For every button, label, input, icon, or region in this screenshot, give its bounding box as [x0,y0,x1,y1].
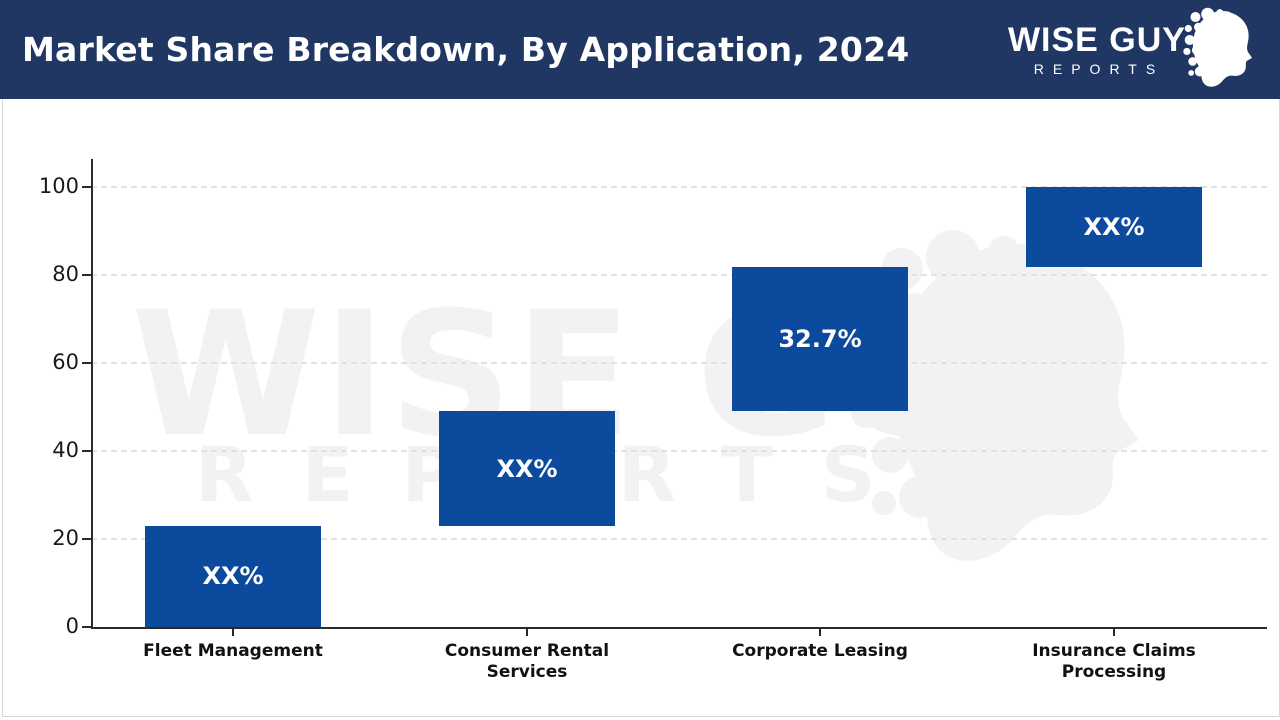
logo-sub-text: REPORTS [1033,60,1165,77]
bar-insurance-claims-processing: XX% [1026,187,1202,268]
waterfall-plot: 0 20 40 60 80 100 XX% XX% 32.7% XX% Fleet Manageme… [3,99,1279,716]
logo-head-icon [1183,7,1253,87]
x-category-label: Insurance Claims Processing [1032,641,1196,683]
logo-brand-text: WISE GUY [1007,20,1186,59]
x-category-label: Fleet Management [143,641,323,661]
bar-value-label: XX% [202,562,264,591]
bar-consumer-rental-services: XX% [439,411,615,526]
bar-value-label: XX% [1083,213,1145,242]
y-tick-label: 100 [38,174,79,199]
y-tick-label: 20 [52,526,79,551]
y-tick-mark [82,362,91,365]
y-axis-spine [91,159,93,629]
wise-guy-logo: WISE GUY REPORTS [1008,7,1264,93]
gridline-80 [91,274,1267,277]
y-tick-label: 40 [52,438,79,463]
y-tick-mark [82,626,91,628]
logo-text: WISE GUY REPORTS [1008,23,1186,77]
x-tick-mark [526,629,528,636]
gridline-100 [91,186,1267,189]
y-tick-label: 80 [52,262,79,287]
gridline-40 [91,450,1267,453]
gridline-20 [91,538,1267,541]
x-tick-mark [1113,629,1115,636]
y-tick-mark [82,186,91,189]
x-category-label: Consumer Rental Services [444,641,610,683]
x-axis-spine [91,627,1267,629]
y-tick-label: 60 [52,350,79,375]
y-tick-mark [82,274,91,277]
bar-value-label: XX% [496,454,558,483]
y-tick-mark [82,538,91,541]
page-title: Market Share Breakdown, By Application, … [22,30,910,69]
bar-corporate-leasing: 32.7% [732,267,908,412]
bar-value-label: 32.7% [778,325,862,354]
chart-area: WISE GUY REPORTS 020406080100XX%XX%32.7%… [2,99,1280,717]
y-tick-label: 0 [65,614,79,638]
header-bar: Market Share Breakdown, By Application, … [0,0,1280,99]
gridline-60 [91,362,1267,365]
x-category-label: Corporate Leasing [732,641,908,661]
y-tick-mark [82,450,91,453]
x-tick-mark [232,629,234,636]
bar-fleet-management: XX% [145,525,321,627]
x-tick-mark [819,629,821,636]
